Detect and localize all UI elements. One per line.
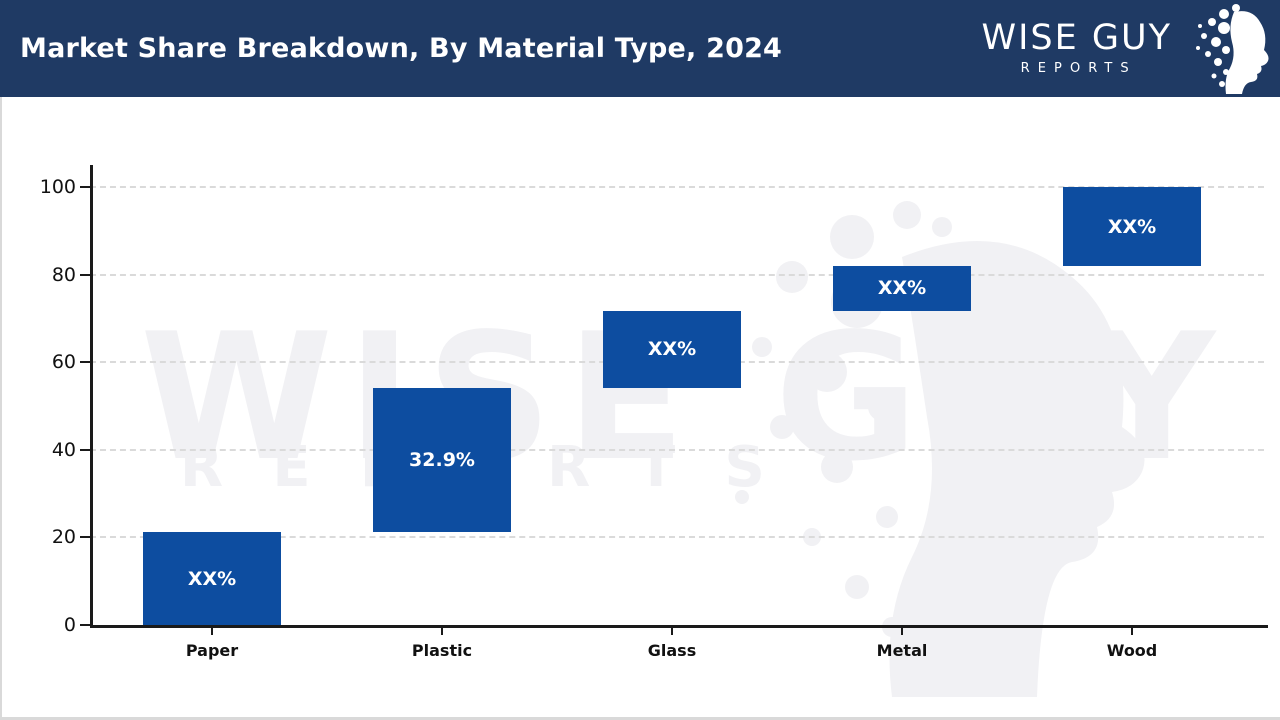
y-tick-label-40: 40 bbox=[51, 438, 76, 461]
bar-label-plastic: 32.9% bbox=[409, 449, 475, 472]
bar-wood: XX% bbox=[1063, 187, 1201, 267]
gridline-100 bbox=[90, 186, 1264, 188]
x-axis-line bbox=[90, 625, 1268, 628]
y-tick-0 bbox=[80, 624, 90, 626]
header-banner: Market Share Breakdown, By Material Type… bbox=[0, 0, 1280, 97]
bar-label-glass: XX% bbox=[647, 338, 697, 361]
logo-wordmark: WISE GUY REPORTS bbox=[981, 18, 1172, 77]
x-tick-label-glass: Glass bbox=[647, 641, 697, 660]
gridline-20 bbox=[90, 536, 1264, 539]
bar-label-paper: XX% bbox=[187, 567, 237, 590]
y-tick-label-20: 20 bbox=[51, 526, 76, 549]
y-tick-80 bbox=[80, 273, 90, 276]
x-tick-glass bbox=[671, 627, 673, 635]
chart-area: WISE GUY REPORTS 020406080100XX%32.9%XX%… bbox=[2, 97, 1280, 717]
bar-glass: XX% bbox=[603, 310, 741, 389]
bar-paper: XX% bbox=[143, 532, 281, 625]
logo-head-icon bbox=[1196, 3, 1269, 94]
x-tick-label-paper: Paper bbox=[185, 641, 239, 660]
y-tick-label-60: 60 bbox=[51, 351, 76, 374]
x-tick-wood bbox=[1131, 627, 1133, 635]
x-tick-paper bbox=[211, 627, 213, 635]
y-tick-label-100: 100 bbox=[39, 176, 76, 198]
y-tick-100 bbox=[80, 186, 90, 188]
y-tick-20 bbox=[80, 536, 90, 539]
bar-label-wood: XX% bbox=[1107, 215, 1157, 238]
bar-plastic: 32.9% bbox=[373, 388, 511, 533]
bar-label-metal: XX% bbox=[877, 277, 927, 300]
y-tick-label-80: 80 bbox=[51, 263, 76, 286]
x-tick-label-metal: Metal bbox=[876, 641, 928, 660]
y-tick-40 bbox=[80, 448, 90, 451]
bar-metal: XX% bbox=[833, 266, 971, 311]
x-tick-label-wood: Wood bbox=[1106, 641, 1158, 660]
x-tick-plastic bbox=[441, 627, 443, 635]
y-tick-label-0: 0 bbox=[63, 614, 76, 636]
gridline-80 bbox=[90, 273, 1264, 276]
logo-line1: WISE GUY bbox=[981, 18, 1172, 58]
gridline-40 bbox=[90, 448, 1264, 451]
wiseguy-logo: WISE GUY REPORTS bbox=[981, 3, 1270, 94]
logo-line2: REPORTS bbox=[1020, 61, 1137, 76]
x-tick-metal bbox=[901, 627, 903, 635]
x-tick-label-plastic: Plastic bbox=[411, 641, 473, 660]
y-tick-60 bbox=[80, 361, 90, 364]
y-axis-line bbox=[90, 165, 93, 628]
chart-title: Market Share Breakdown, By Material Type… bbox=[20, 33, 783, 64]
